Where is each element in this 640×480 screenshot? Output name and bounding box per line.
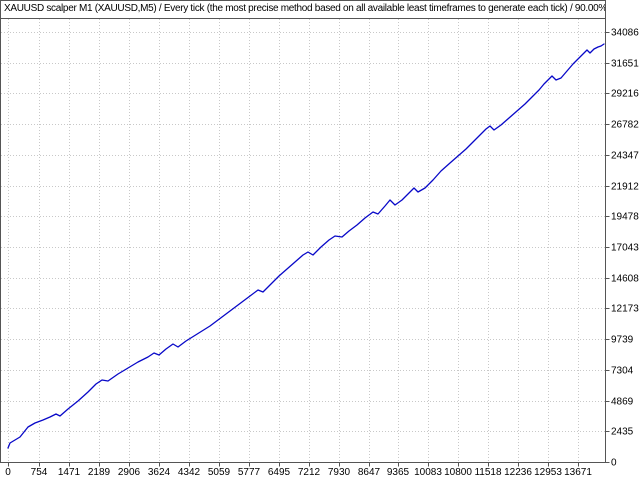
x-tick-label: 9365 xyxy=(387,467,410,478)
y-tick-label: 7304 xyxy=(611,366,634,377)
y-tick-label: 24347 xyxy=(611,151,639,162)
y-tick-label: 21912 xyxy=(611,182,639,193)
x-tick-label: 7930 xyxy=(328,467,351,478)
y-tick-label: 34086 xyxy=(611,28,639,39)
y-tick-label: 17043 xyxy=(611,243,639,254)
y-tick-label: 26782 xyxy=(611,120,639,131)
graph-title: XAUUSD scalper M1 (XAUUSD,M5) / Every ti… xyxy=(4,3,605,14)
y-tick-label: 14608 xyxy=(611,274,639,285)
y-tick-label: 19478 xyxy=(611,212,639,223)
y-tick-label: 9739 xyxy=(611,335,634,346)
x-tick-label: 12236 xyxy=(504,467,532,478)
x-tick-label: 1471 xyxy=(58,467,81,478)
balance-curve xyxy=(7,43,605,449)
x-tick-label: 10083 xyxy=(414,467,442,478)
x-tick-label: 13671 xyxy=(564,467,592,478)
x-tick-label: 5777 xyxy=(238,467,261,478)
x-tick-label: 2906 xyxy=(118,467,141,478)
x-tick-label: 4342 xyxy=(178,467,201,478)
x-tick-label: 8647 xyxy=(358,467,381,478)
y-tick-label: 29216 xyxy=(611,89,639,100)
y-tick-label: 31651 xyxy=(611,59,639,70)
x-tick-label: 3624 xyxy=(148,467,171,478)
plot-border xyxy=(0,0,606,463)
y-tick-label: 0 xyxy=(611,458,617,469)
x-tick-label: 11518 xyxy=(474,467,502,478)
x-tick-label: 754 xyxy=(31,467,48,478)
x-tick-label: 10800 xyxy=(444,467,472,478)
x-tick-label: 6495 xyxy=(268,467,291,478)
x-tick-label: 0 xyxy=(5,467,11,478)
y-tick-label: 2435 xyxy=(611,427,634,438)
graph-title-bar: XAUUSD scalper M1 (XAUUSD,M5) / Every ti… xyxy=(0,0,605,18)
x-tick-label: 5059 xyxy=(208,467,231,478)
x-tick-label: 2189 xyxy=(88,467,111,478)
y-tick-label: 4869 xyxy=(611,397,634,408)
y-tick-label: 12173 xyxy=(611,304,639,315)
x-tick-label: 12953 xyxy=(534,467,562,478)
x-tick-label: 7212 xyxy=(298,467,321,478)
